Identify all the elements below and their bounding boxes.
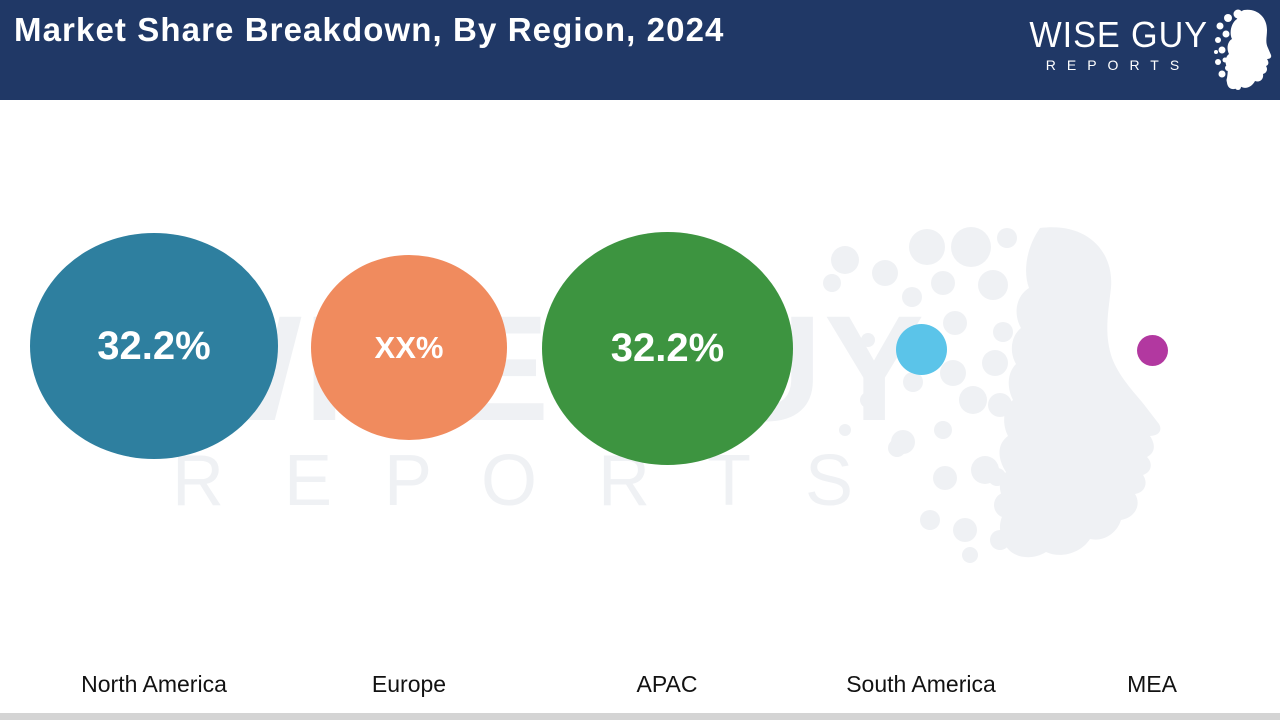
bubble-north-america: 32.2% — [30, 233, 278, 459]
bubble-mea — [1137, 335, 1168, 366]
category-label-apac: APAC — [636, 671, 698, 697]
svg-text:S: S — [805, 441, 853, 521]
logo-subtitle: REPORTS — [1045, 57, 1191, 73]
watermark-head-icon — [823, 227, 1161, 563]
bubble-south-america — [896, 324, 947, 375]
bubble-europe: XX% — [311, 255, 507, 440]
bubble-value-label: XX% — [374, 329, 444, 365]
bottom-divider-bar — [0, 713, 1280, 720]
category-label-mea: MEA — [1127, 671, 1177, 697]
bubble-value-label: 32.2% — [97, 323, 211, 368]
watermark-wordmark: WISE GUY — [160, 284, 926, 452]
chart-area: WISE GUY R E P O R T S — [0, 100, 1280, 720]
header-bar: Market Share Breakdown, By Region, 2024 … — [0, 0, 1280, 100]
svg-text:O: O — [481, 441, 537, 521]
bubble-apac: 32.2% — [542, 232, 793, 465]
svg-text:E: E — [284, 441, 332, 521]
logo-head-icon — [1214, 9, 1272, 90]
page-title: Market Share Breakdown, By Region, 2024 — [14, 11, 725, 48]
watermark-subtitle: R E P O R T S — [172, 441, 853, 521]
category-label-north-america: North America — [81, 671, 227, 697]
category-label-europe: Europe — [371, 671, 447, 697]
bubble-value-label: 32.2% — [610, 326, 725, 370]
logo-wordmark: WISE GUY — [1029, 14, 1208, 55]
svg-text:P: P — [384, 441, 432, 521]
wise-guy-reports-logo: WISE GUY REPORTS — [1014, 0, 1274, 100]
logo-text: WISE GUY REPORTS — [1020, 14, 1208, 74]
background-watermark: WISE GUY R E P O R T S — [160, 227, 1161, 563]
category-label-south-america: South America — [846, 671, 996, 697]
